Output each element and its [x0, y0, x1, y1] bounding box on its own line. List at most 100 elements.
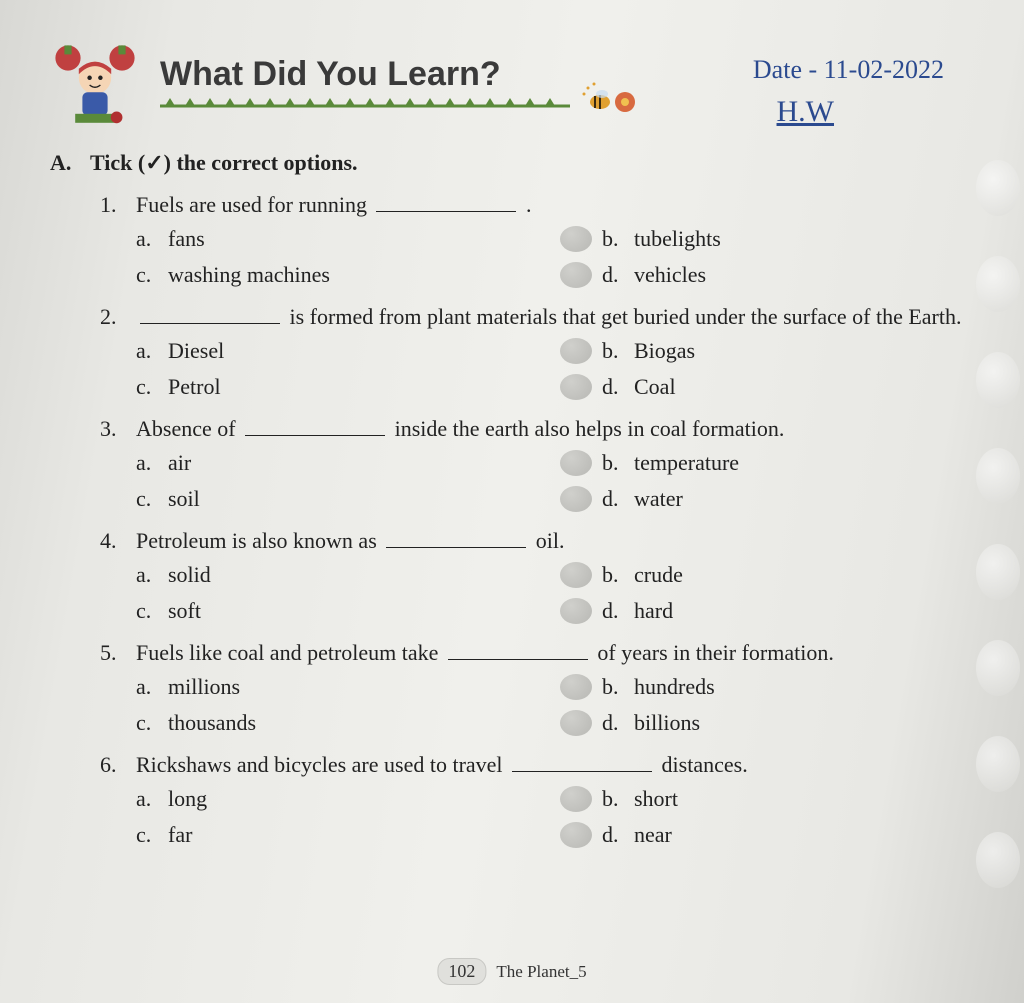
- answer-bubble-icon[interactable]: [560, 822, 592, 848]
- option-text: Petrol: [168, 374, 221, 400]
- option-text: long: [168, 786, 207, 812]
- section-heading: A. Tick (✓) the correct options.: [50, 150, 964, 176]
- question-stem: is formed from plant materials that get …: [136, 302, 964, 330]
- options-grid: a. millions b.hundreds c.thousands d.billion…: [136, 674, 964, 736]
- option-text: soil: [168, 486, 200, 512]
- option[interactable]: a.air: [136, 450, 540, 476]
- answer-bubble-icon[interactable]: [560, 710, 592, 736]
- answer-bubble-icon[interactable]: [560, 450, 592, 476]
- option[interactable]: b.Biogas: [560, 338, 964, 364]
- fill-blank[interactable]: [245, 414, 385, 436]
- option[interactable]: a.solid: [136, 562, 540, 588]
- option-text: vehicles: [634, 262, 706, 288]
- option[interactable]: c. soil: [136, 486, 540, 512]
- stem-after: distances.: [656, 752, 748, 777]
- option-letter: c.: [136, 486, 158, 512]
- option-text: Biogas: [634, 338, 695, 364]
- stem-before: Petroleum is also known as: [136, 528, 382, 553]
- answer-bubble-icon[interactable]: [560, 562, 592, 588]
- option-text: soft: [168, 598, 201, 624]
- option[interactable]: c.soft: [136, 598, 540, 624]
- hole-icon: [976, 160, 1020, 216]
- option-text: tubelights: [634, 226, 721, 252]
- option-text: thousands: [168, 710, 256, 736]
- option-letter: d.: [602, 486, 624, 512]
- question-text: 1. Fuels are used for running .: [100, 190, 964, 218]
- option[interactable]: b.hundreds: [560, 674, 964, 700]
- option-text: millions: [168, 674, 240, 700]
- question-text: 6.Rickshaws and bicycles are used to tra…: [100, 750, 964, 778]
- hole-icon: [976, 640, 1020, 696]
- answer-bubble-icon[interactable]: [560, 486, 592, 512]
- option-text: fans: [168, 226, 205, 252]
- option-text: far: [168, 822, 192, 848]
- fill-blank[interactable]: [448, 638, 588, 660]
- option[interactable]: c. Petrol: [136, 374, 540, 400]
- mascot-girl-icon: [50, 40, 140, 130]
- question: 5.Fuels like coal and petroleum take of …: [100, 638, 964, 736]
- fill-blank[interactable]: [376, 190, 516, 212]
- option[interactable]: a.fans: [136, 226, 540, 252]
- option-letter: c.: [136, 374, 158, 400]
- hole-icon: [976, 832, 1020, 888]
- answer-bubble-icon[interactable]: [560, 374, 592, 400]
- option[interactable]: a. millions: [136, 674, 540, 700]
- answer-bubble-icon[interactable]: [560, 262, 592, 288]
- page-number: 102: [437, 958, 486, 985]
- option[interactable]: b. temperature: [560, 450, 964, 476]
- question-number: 1.: [100, 192, 126, 218]
- option[interactable]: d.vehicles: [560, 262, 964, 288]
- answer-bubble-icon[interactable]: [560, 786, 592, 812]
- hole-icon: [976, 256, 1020, 312]
- option-letter: b.: [602, 450, 624, 476]
- option[interactable]: c.far: [136, 822, 540, 848]
- bee-flower-icon: [580, 80, 640, 120]
- options-grid: a.fans b.tubelights c.washing machines d.ve…: [136, 226, 964, 288]
- fill-blank[interactable]: [386, 526, 526, 548]
- option[interactable]: a.Diesel: [136, 338, 540, 364]
- question-text: 4.Petroleum is also known as oil.: [100, 526, 964, 554]
- question-number: 2.: [100, 304, 126, 330]
- page-footer: 102 The Planet_5: [437, 958, 586, 985]
- answer-bubble-icon[interactable]: [560, 674, 592, 700]
- option[interactable]: d.hard: [560, 598, 964, 624]
- answer-bubble-icon[interactable]: [560, 226, 592, 252]
- question: 6.Rickshaws and bicycles are used to tra…: [100, 750, 964, 848]
- option[interactable]: d.Coal: [560, 374, 964, 400]
- option[interactable]: c.washing machines: [136, 262, 540, 288]
- option[interactable]: b.short: [560, 786, 964, 812]
- question: 2. is formed from plant materials that g…: [100, 302, 964, 400]
- question: 3.Absence of inside the earth also helps…: [100, 414, 964, 512]
- fill-blank[interactable]: [140, 302, 280, 324]
- section-instruction: Tick (✓) the correct options.: [90, 150, 358, 176]
- option[interactable]: d.near: [560, 822, 964, 848]
- stem-after: is formed from plant materials that get …: [284, 304, 961, 329]
- option[interactable]: d.billions: [560, 710, 964, 736]
- options-grid: a.Diesel b.Biogas c. Petrol d.Coal: [136, 338, 964, 400]
- hole-icon: [976, 736, 1020, 792]
- options-grid: a.solid b.crude c.soft d.hard: [136, 562, 964, 624]
- option[interactable]: c.thousands: [136, 710, 540, 736]
- option[interactable]: d.water: [560, 486, 964, 512]
- stem-after: of years in their formation.: [592, 640, 834, 665]
- garland-divider-icon: [160, 96, 570, 110]
- option-letter: b.: [602, 674, 624, 700]
- stem-before: Fuels like coal and petroleum take: [136, 640, 444, 665]
- option-letter: a.: [136, 674, 158, 700]
- option[interactable]: b.tubelights: [560, 226, 964, 252]
- answer-bubble-icon[interactable]: [560, 598, 592, 624]
- question-number: 6.: [100, 752, 126, 778]
- handwritten-date: Date - 11-02-2022: [753, 55, 944, 85]
- option-text: solid: [168, 562, 211, 588]
- fill-blank[interactable]: [512, 750, 652, 772]
- question-stem: Fuels are used for running .: [136, 190, 964, 218]
- answer-bubble-icon[interactable]: [560, 338, 592, 364]
- option[interactable]: b.crude: [560, 562, 964, 588]
- question-number: 4.: [100, 528, 126, 554]
- option-text: temperature: [634, 450, 739, 476]
- option-letter: b.: [602, 562, 624, 588]
- option-text: billions: [634, 710, 700, 736]
- option-letter: a.: [136, 786, 158, 812]
- question-text: 2. is formed from plant materials that g…: [100, 302, 964, 330]
- option[interactable]: a. long: [136, 786, 540, 812]
